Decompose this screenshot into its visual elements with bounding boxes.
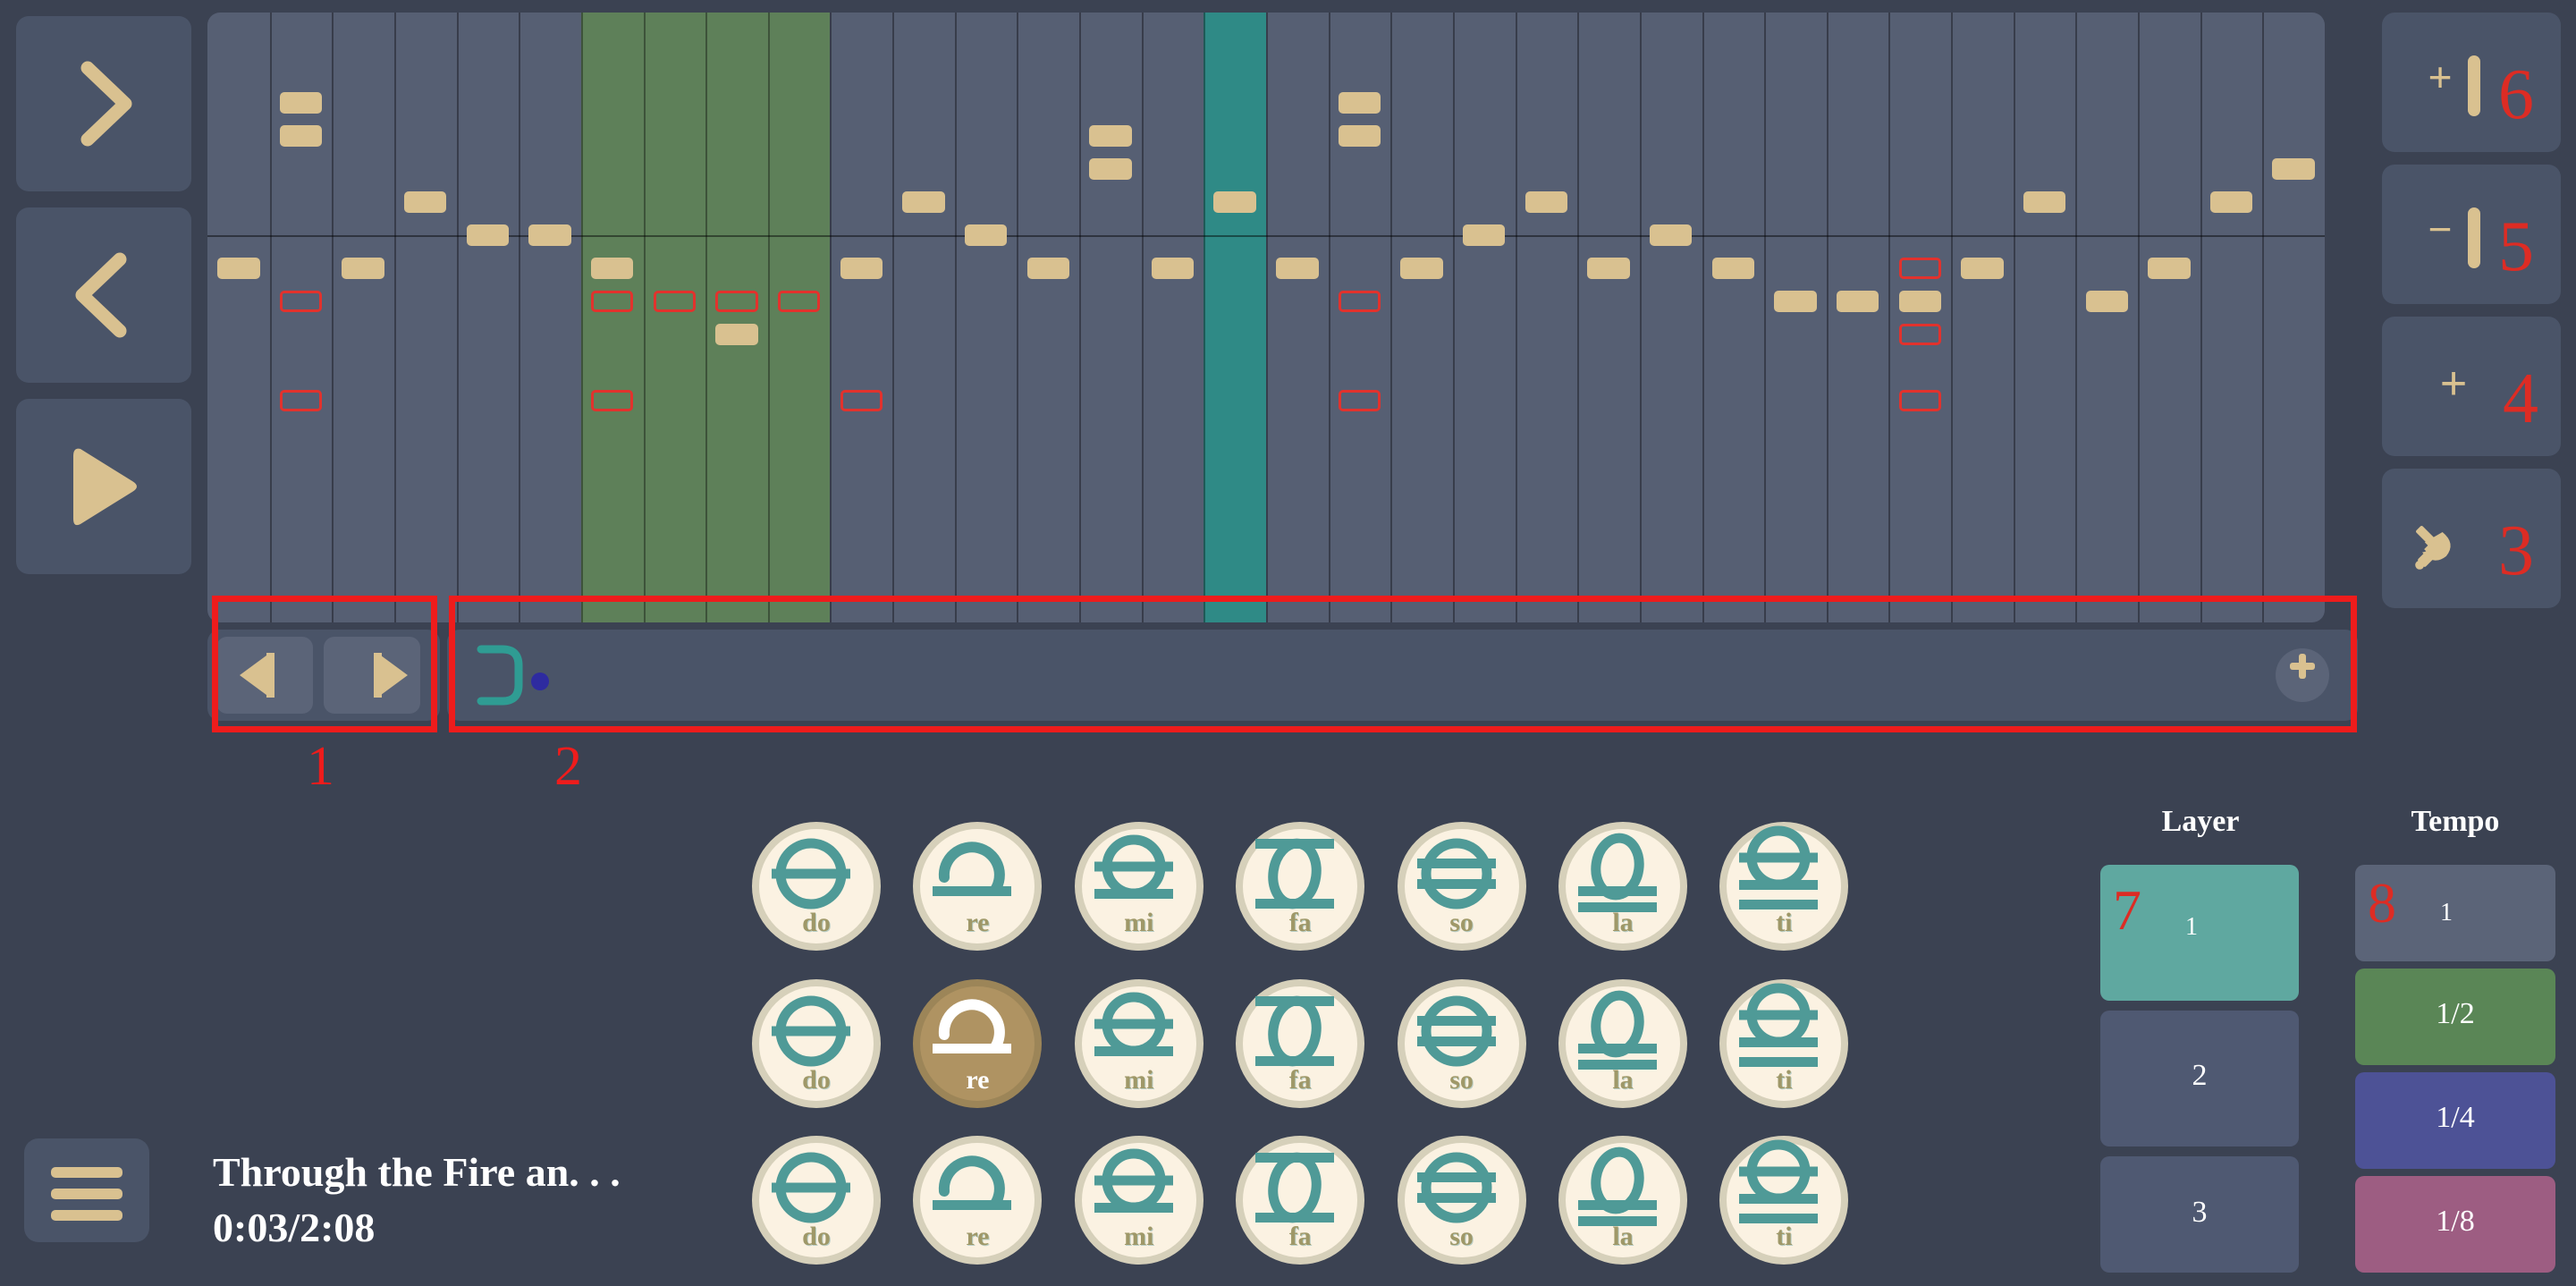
- svg-text:−: −: [2428, 206, 2453, 252]
- svg-text:4: 4: [2503, 360, 2538, 438]
- svg-text:5: 5: [2498, 207, 2534, 286]
- svg-text:6: 6: [2498, 55, 2534, 134]
- svg-text:+: +: [2428, 54, 2453, 100]
- svg-text:3: 3: [2498, 512, 2534, 590]
- svg-text:+: +: [2440, 358, 2467, 410]
